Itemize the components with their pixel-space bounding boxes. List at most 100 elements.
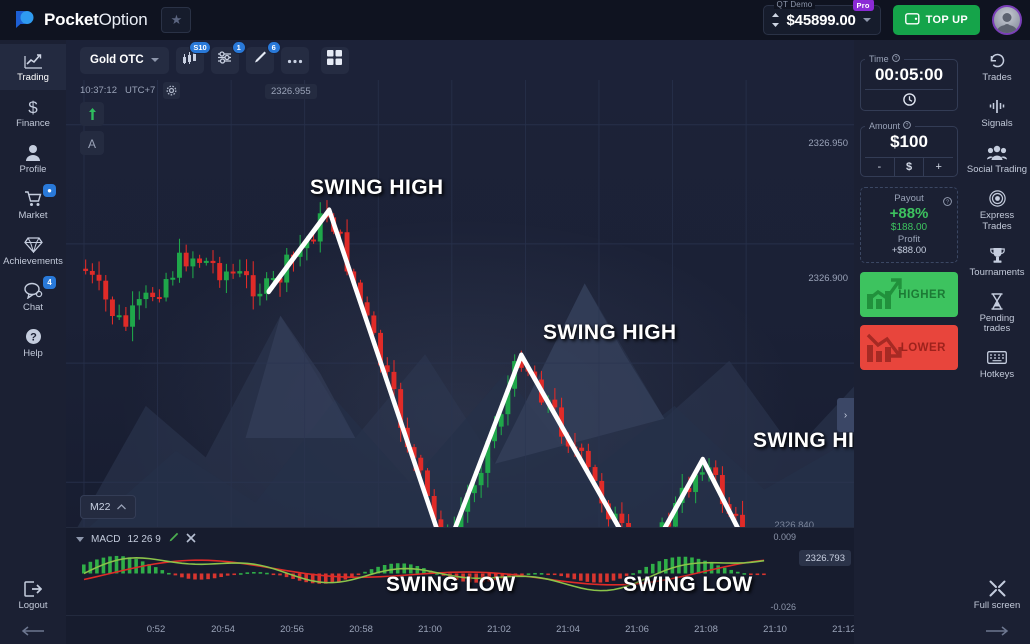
text-tool-A[interactable]: A [80,131,104,155]
top-up-button[interactable]: TOP UP [892,5,980,35]
layout-grid-button[interactable] [320,46,349,74]
chart-canvas[interactable]: 10:37:12 UTC+7 2326.955 A [66,80,886,596]
avatar[interactable] [992,5,1022,35]
time-tick: 21:06 [625,624,649,635]
svg-text:?: ? [30,331,37,343]
amount-increase-button[interactable]: + [935,161,942,173]
profit-label: Profit [897,234,921,245]
app-body: Trading $ Finance Profile ● Market [0,40,1030,644]
sidebar-item-finance[interactable]: $ Finance [0,90,66,136]
sidebar-item-chat[interactable]: 4 Chat [0,274,66,320]
sidebar-item-label: Tournaments [969,266,1025,278]
time-tick: 21:02 [487,624,511,635]
price-axis[interactable]: 2326.950 2326.900 2326.793 [799,80,854,566]
timeframe-selector[interactable]: M22 [80,495,137,519]
higher-label: HIGHER [898,288,946,301]
collapse-left-sidebar-button[interactable] [0,618,66,636]
group-icon [987,143,1007,162]
macd-scale-bottom: -0.026 [770,602,796,612]
current-price-tag: 2326.793 [799,550,851,566]
annotation-swing-high-2: SWING HIGH [543,321,677,344]
sidebar-item-label: Express Trades [979,209,1015,232]
help-circle-icon[interactable]: ? [891,54,900,64]
sidebar-item-help[interactable]: ? Help [0,320,66,366]
sidebar-item-label: Hotkeys [979,369,1015,381]
lower-label: LOWER [900,341,946,354]
time-tick: 20:54 [211,624,235,635]
sidebar-item-label: Market [18,209,48,221]
sidebar-item-pending-trades[interactable]: Pending trades [964,285,1030,342]
time-tick: 20:56 [280,624,304,635]
sidebar-item-express-trades[interactable]: Express Trades [964,182,1030,239]
amount-decrease-button[interactable]: - [877,161,882,173]
sidebar-item-hotkeys[interactable]: Hotkeys [964,341,1030,387]
up-arrow-icon[interactable] [80,102,104,126]
lower-button[interactable]: LOWER [860,325,958,370]
star-icon[interactable]: ★ [161,7,192,33]
gear-icon[interactable] [163,82,181,99]
dollar-icon: $ [26,97,40,116]
mountain-watermark [66,283,854,548]
switch-account-icon[interactable] [771,13,780,27]
more-options-button[interactable] [280,46,309,74]
macd-header: MACD 12 26 9 [76,532,196,546]
pro-badge: Pro [852,0,874,11]
time-value[interactable]: 00:05:00 [874,65,944,84]
sidebar-item-market[interactable]: ● Market [0,182,66,228]
sidebar-item-signals[interactable]: Signals [964,90,1030,136]
collapse-right-sidebar-button[interactable] [964,618,1030,636]
collapse-triangle-icon[interactable] [76,536,84,542]
target-icon [988,189,1006,208]
market-badge: ● [43,183,56,197]
top-up-label: TOP UP [925,14,968,26]
symbol-selector[interactable]: Gold OTC [80,46,169,74]
candlestick-icon [182,51,197,70]
clock-icon[interactable] [865,89,953,106]
higher-button[interactable]: HIGHER [860,272,958,317]
sidebar-item-label: Trading [17,72,49,83]
svg-text:$: $ [28,98,38,116]
sidebar-item-profile[interactable]: Profile [0,136,66,182]
chevron-down-icon[interactable] [862,18,871,22]
close-x-icon[interactable] [186,532,196,546]
chat-bubble-icon [23,281,43,300]
diamond-icon [23,235,43,254]
fullscreen-label: Full screen [973,600,1021,612]
drawing-tools-button[interactable]: 6 [245,40,281,74]
svg-text:?: ? [894,56,897,62]
logout-icon [24,579,42,598]
currency-button[interactable]: $ [893,158,925,176]
help-circle-icon[interactable]: ? [943,193,952,211]
chart-line-icon [23,51,43,70]
time-tick: 21:08 [694,624,718,635]
sliders-icon [217,51,232,69]
balance-selector[interactable]: QT Demo Pro $45899.00 [762,0,881,35]
sidebar-item-label: Help [23,347,43,359]
macd-indicator-panel[interactable]: MACD 12 26 9 0.009 -0.026 [66,527,854,615]
sidebar-item-trades[interactable]: Trades [964,44,1030,90]
brand-logo[interactable]: PocketOption [14,9,148,31]
pencil-icon[interactable] [168,532,179,546]
chart-meta-row: 10:37:12 UTC+7 [80,82,181,99]
chevron-right-icon[interactable]: › [837,398,854,432]
payout-label: Payout [894,193,924,204]
indicators-button[interactable]: 1 [210,40,246,74]
fullscreen-button[interactable]: Full screen [964,572,1030,618]
chart-time: 10:37:12 [80,85,117,96]
time-axis[interactable]: 0:52 20:54 20:56 20:58 21:00 21:02 21:04… [66,615,911,644]
sidebar-item-tournaments[interactable]: Tournaments [964,239,1030,285]
sidebar-item-trading[interactable]: Trading [0,44,66,90]
sidebar-item-social-trading[interactable]: Social Trading [964,136,1030,182]
sidebar-item-achievements[interactable]: Achievements [0,228,66,274]
balance-amount: $45899.00 [786,11,856,29]
amount-label: Amount [869,121,901,131]
logout-button[interactable]: Logout [0,572,66,618]
help-circle-icon[interactable]: ? [903,121,911,131]
amount-value[interactable]: $100 [890,132,928,151]
timeframe-label: M22 [90,501,111,513]
chevron-down-icon [150,58,159,62]
chart-type-button[interactable]: S10 [175,40,211,74]
time-tick: 21:00 [418,624,442,635]
top-header: PocketOption ★ QT Demo Pro $45899.00 TOP… [0,0,1030,40]
